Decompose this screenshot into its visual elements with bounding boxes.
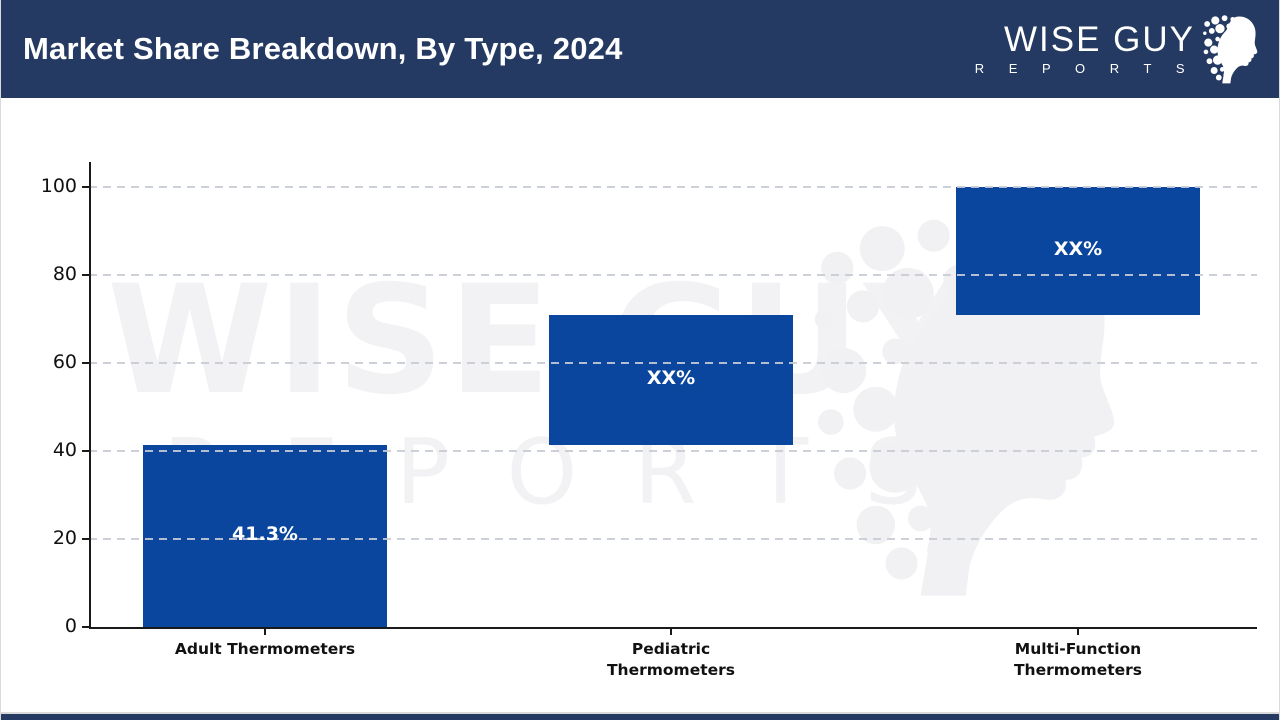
y-axis-tick-label: 60 [52,351,77,373]
gridline [89,186,1257,188]
chart-region: WISE GUY R E P O R T S 0 20 40 60 80 100 41.3%… [1,98,1279,712]
gridline [89,450,1257,452]
x-axis-tick [670,629,672,635]
brand-text: WISE GUY R E P O R T S [971,20,1195,76]
x-axis-category-label: Adult Thermometers [174,640,356,658]
brand-subtitle: R E P O R T S [974,60,1195,76]
plot-area: 0 20 40 60 80 100 41.3% Adult Thermometers XX% Pe… [1,98,1279,712]
x-axis-category-label: Pediatric Thermometers [606,640,736,679]
wise-guy-logo: WISE GUY R E P O R T S [971,8,1263,90]
y-axis-tick [82,362,89,364]
y-axis-tick [82,274,89,276]
y-axis-tick-label: 20 [52,527,77,549]
x-axis-category-label: Multi-Function Thermometers [1013,640,1143,679]
gridline [89,538,1257,540]
y-axis-tick-label: 40 [52,439,77,461]
y-axis-tick [82,450,89,452]
y-axis-tick-label: 100 [40,175,77,197]
y-axis-tick-label: 0 [64,615,77,637]
bar-value-label: XX% [646,367,696,390]
brand-face-icon [1203,15,1258,84]
x-axis-spine [89,627,1257,629]
gridline [89,274,1257,276]
y-axis-tick [82,538,89,540]
brand-name: WISE GUY [1003,20,1195,60]
header-bar: Market Share Breakdown, By Type, 2024 WI… [1,0,1279,98]
y-axis-tick [82,626,89,628]
x-axis-tick [264,629,266,635]
y-axis-tick-label: 80 [52,263,77,285]
bar-value-label: XX% [1053,238,1103,261]
bar-value-label: 41.3% [232,523,298,546]
bar-segment [549,315,793,446]
chart-title: Market Share Breakdown, By Type, 2024 [23,31,623,66]
bar-segment [143,445,387,627]
gridline [89,362,1257,364]
footer-band [1,712,1279,720]
y-axis-tick [82,186,89,188]
x-axis-tick [1077,629,1079,635]
y-axis-spine [89,162,91,629]
